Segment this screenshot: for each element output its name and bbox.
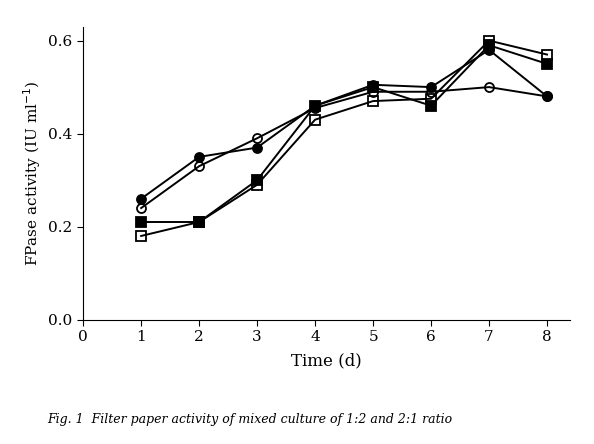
Y-axis label: FPase activity (IU ml$^{-1}$): FPase activity (IU ml$^{-1}$) — [21, 80, 43, 266]
X-axis label: Time (d): Time (d) — [291, 353, 362, 369]
Text: Fig. 1  Filter paper activity of mixed culture of 1:2 and 2:1 ratio: Fig. 1 Filter paper activity of mixed cu… — [48, 413, 453, 426]
